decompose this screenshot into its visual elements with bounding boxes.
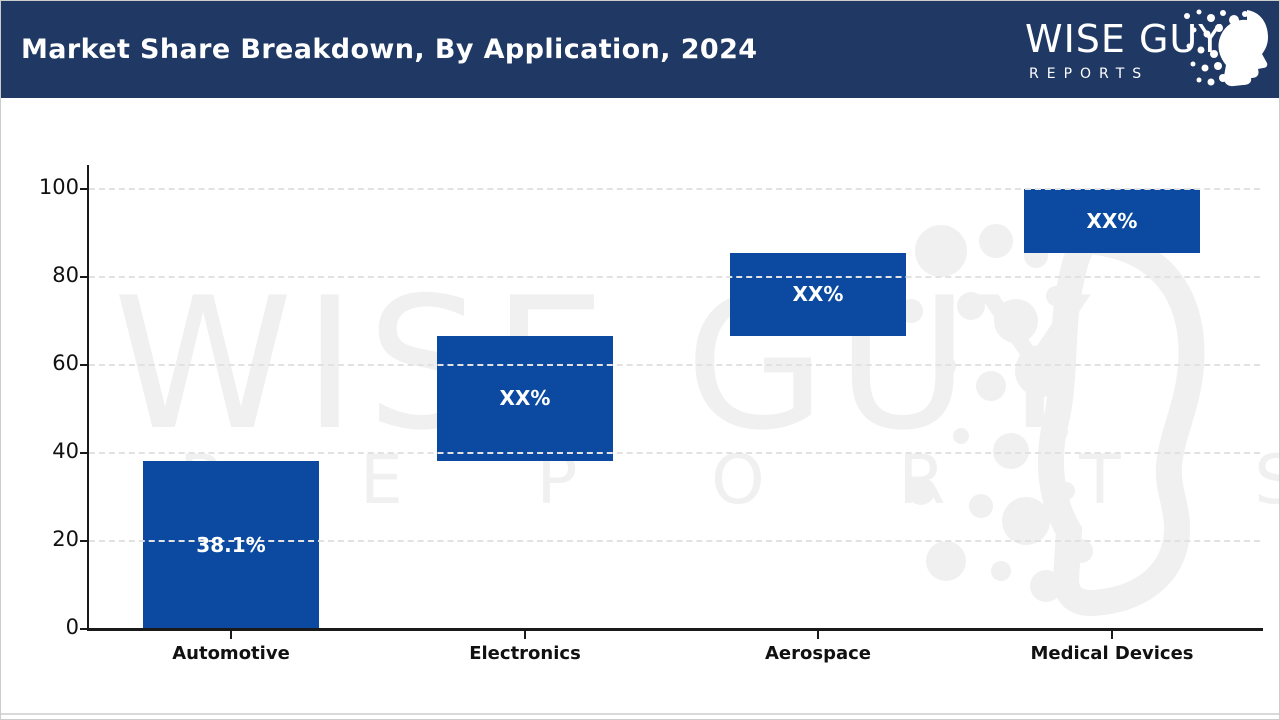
bar-value-label: XX% bbox=[499, 386, 551, 411]
y-tick-label-60: 60 bbox=[52, 351, 79, 375]
bar-electronics bbox=[437, 335, 613, 462]
y-tick-40 bbox=[80, 452, 88, 454]
y-tick-label-80: 80 bbox=[52, 263, 79, 287]
watermark-head-outline bbox=[1037, 227, 1205, 617]
watermark-face-icon bbox=[899, 224, 1205, 617]
logo-face-icon bbox=[1218, 10, 1268, 87]
bar-value-label: XX% bbox=[1086, 208, 1138, 233]
bar-aerospace bbox=[730, 252, 906, 336]
x-category-label: Aerospace bbox=[764, 643, 871, 664]
gridline-40 bbox=[89, 452, 1260, 454]
y-tick-label-100: 100 bbox=[38, 175, 79, 199]
x-tick-0 bbox=[230, 631, 232, 639]
y-axis bbox=[87, 165, 89, 630]
header-bar: Market Share Breakdown, By Application, … bbox=[1, 1, 1279, 98]
x-tick-1 bbox=[524, 631, 526, 639]
x-category-label: Automotive bbox=[172, 643, 290, 664]
y-tick-0 bbox=[80, 628, 88, 630]
logo-text-reports: REPORTS bbox=[1029, 66, 1149, 82]
x-tick-2 bbox=[817, 631, 819, 639]
watermark-text-reports: R E P O R T S bbox=[179, 441, 1280, 520]
bar-value-label: XX% bbox=[792, 282, 844, 307]
y-tick-label-0: 0 bbox=[65, 615, 79, 639]
gridline-100 bbox=[89, 188, 1260, 190]
page-title: Market Share Breakdown, By Application, … bbox=[21, 34, 758, 65]
bar-medical-devices bbox=[1024, 189, 1200, 253]
bottom-divider bbox=[1, 713, 1279, 715]
y-tick-20 bbox=[80, 540, 88, 542]
x-axis bbox=[87, 628, 1263, 631]
gridline-80 bbox=[89, 276, 1260, 278]
x-category-label: Electronics bbox=[469, 643, 581, 664]
y-tick-60 bbox=[80, 364, 88, 366]
y-tick-label-20: 20 bbox=[52, 527, 79, 551]
y-tick-100 bbox=[80, 188, 88, 190]
wise-guy-reports-logo: WISE GUY REPORTS bbox=[1025, 9, 1268, 87]
gridline-20 bbox=[89, 540, 1260, 542]
y-tick-label-40: 40 bbox=[52, 439, 79, 463]
y-tick-80 bbox=[80, 276, 88, 278]
bar-value-label: 38.1% bbox=[196, 533, 266, 558]
bar-automotive bbox=[143, 461, 319, 629]
x-category-label: Medical Devices bbox=[1030, 643, 1194, 664]
x-tick-3 bbox=[1111, 631, 1113, 639]
gridline-60 bbox=[89, 364, 1260, 366]
logo-text-wise-guy: WISE GUY bbox=[1025, 17, 1222, 61]
